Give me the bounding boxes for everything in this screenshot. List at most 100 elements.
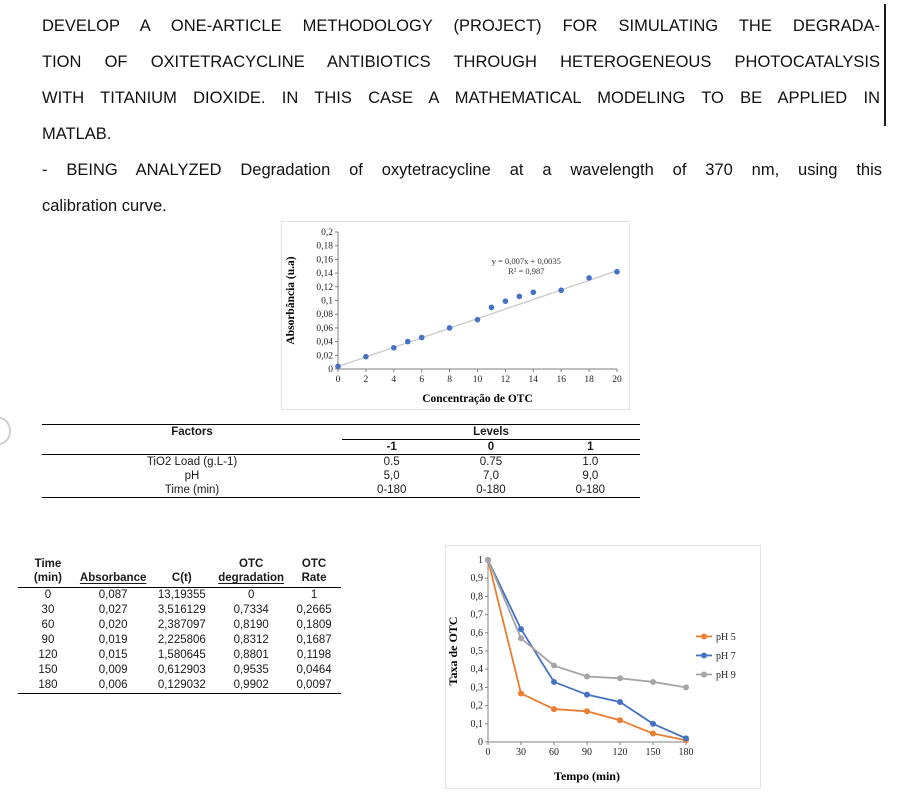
svg-text:14: 14 [529, 375, 539, 385]
table-row: TiO2 Load (g.L-1) 0.5 0.75 1.0 [42, 455, 640, 470]
series-ph-9-point [650, 678, 656, 685]
kinetics-cell: 0,1809 [296, 619, 332, 632]
empty-header-cell [42, 439, 342, 455]
kinetics-cell: 0,009 [98, 664, 128, 677]
svg-text:150: 150 [646, 747, 661, 758]
series-ph-5-point [518, 690, 524, 697]
svg-text:0,8: 0,8 [471, 591, 484, 602]
table-row: 180 0,006 0,129032 0,9902 0,0097 [18, 677, 341, 694]
svg-text:2: 2 [364, 375, 369, 385]
svg-text:0,06: 0,06 [316, 324, 333, 334]
svg-text:20: 20 [612, 375, 622, 385]
svg-text:60: 60 [549, 747, 559, 758]
kinetics-cell: 0 [247, 589, 255, 602]
series-ph-7-point [551, 678, 557, 685]
table-row: 60 0,020 2,387097 0,8190 0,1809 [18, 618, 341, 633]
kinetics-cell: 0,087 [98, 589, 128, 602]
col-otc-degradation-header: OTC degradation [215, 556, 288, 588]
header-text: Absorbance [79, 572, 147, 585]
svg-text:0,14: 0,14 [316, 269, 333, 279]
series-ph-5-point [551, 706, 557, 713]
edge-annotation-mark [0, 417, 11, 445]
svg-text:0,5: 0,5 [471, 646, 484, 657]
kinetics-cell: 0,019 [98, 634, 128, 647]
series-ph-9-point [617, 675, 623, 682]
kinetics-cell: 0,612903 [157, 664, 206, 677]
factor-cell: 1.0 [582, 456, 599, 468]
kinetics-cell: 0,7334 [233, 604, 269, 617]
series-ph-9-point [584, 673, 590, 680]
kinetics-cell: 150 [38, 664, 58, 677]
kinetics-cell: 30 [41, 604, 55, 617]
level-1-header: 1 [540, 439, 640, 455]
factor-cell: 5,0 [383, 470, 400, 482]
kinetics-cell: 0 [44, 589, 52, 602]
data-point [446, 325, 453, 331]
kinetics-cell: 0,2665 [296, 604, 332, 617]
page-edge-line [884, 4, 886, 126]
factor-cell: TiO2 Load (g.L-1) [146, 456, 238, 468]
series-ph-7-point [617, 698, 623, 705]
y-axis-label: Taxa de OTC [446, 617, 460, 686]
paragraph-line: DEVELOP A ONE-ARTICLE METHODOLOGY (PROJE… [42, 17, 880, 35]
kinetics-cell: 1,580645 [157, 649, 206, 662]
kinetics-cell: 13,19355 [157, 589, 206, 602]
data-point [404, 338, 411, 345]
svg-text:0: 0 [336, 375, 341, 385]
factors-levels-table: Factors Levels -1 0 1 TiO2 Load (g.L-1) 0… [42, 424, 640, 498]
x-axis-label: Tempo (min) [554, 769, 620, 783]
kinetics-cell: 3,516129 [157, 604, 206, 617]
series-ph-7-point [650, 720, 656, 727]
levels-header: Levels [342, 424, 640, 440]
data-point [391, 344, 397, 351]
svg-text:0,7: 0,7 [471, 610, 484, 621]
svg-text:0,16: 0,16 [316, 255, 333, 265]
svg-text:0,9: 0,9 [471, 573, 484, 584]
table-row: 0 0,087 13,19355 0 1 [18, 587, 341, 603]
kinetics-cell: 0,0464 [296, 664, 332, 677]
kinetics-cell: 0,027 [98, 604, 128, 617]
data-point [363, 353, 369, 360]
series-ph-5-point [617, 717, 623, 724]
data-point [488, 304, 495, 311]
series-ph-9-point [551, 662, 557, 669]
svg-text:18: 18 [584, 375, 594, 385]
kinetics-cell: 0,020 [98, 619, 128, 632]
r-squared: R² = 0,987 [508, 266, 544, 276]
task-description: DEVELOP A ONE-ARTICLE METHODOLOGY (PROJE… [42, 8, 880, 152]
svg-text:16: 16 [556, 375, 566, 385]
svg-text:0,1: 0,1 [321, 297, 333, 307]
svg-text:6: 6 [419, 375, 424, 385]
kinetics-cell: 0,006 [77, 677, 149, 694]
degradation-rate-chart: 0 0,1 0,2 0,3 0,4 0,5 0,6 0,7 0,8 0,9 1 0 30 60 90 120 1… [445, 545, 761, 789]
svg-text:30: 30 [516, 747, 526, 758]
data-point [530, 289, 537, 296]
svg-text:0: 0 [486, 747, 491, 758]
table-row: 90 0,019 2,225806 0,8312 0,1687 [18, 633, 341, 648]
table-row: pH 5,0 7,0 9,0 [42, 469, 640, 483]
svg-text:0,4: 0,4 [471, 664, 484, 675]
series-ph-5-point [584, 708, 590, 715]
svg-text:0,18: 0,18 [316, 242, 333, 252]
data-point [586, 275, 592, 281]
svg-text:0,08: 0,08 [316, 310, 333, 320]
data-point [474, 316, 481, 323]
kinetics-cell: 0,8801 [233, 649, 269, 662]
col-otc-rate-header: OTC Rate [287, 556, 341, 588]
factor-cell: 0-180 [441, 483, 541, 498]
series-ph-9-point [518, 635, 524, 642]
factor-cell: 0.75 [479, 456, 503, 468]
x-axis-label: Concentração de OTC [422, 393, 533, 405]
data-point [516, 293, 523, 300]
kinetics-table: Time (min) Absorbance C(t) OTC degradatio… [18, 556, 341, 694]
factor-cell: 0-180 [540, 483, 640, 498]
col-ct-header: C(t) [148, 556, 216, 588]
svg-text:0,04: 0,04 [316, 338, 333, 348]
table-row: Time (min) 0-180 0-180 0-180 [42, 483, 640, 498]
svg-text:0,6: 0,6 [471, 628, 484, 639]
paragraph-line: WITH TITANIUM DIOXIDE. IN THIS CASE A MA… [42, 89, 880, 107]
svg-text:90: 90 [582, 747, 592, 758]
paragraph-line: calibration curve. [42, 197, 167, 215]
data-point [335, 363, 341, 370]
svg-text:0: 0 [478, 737, 483, 748]
